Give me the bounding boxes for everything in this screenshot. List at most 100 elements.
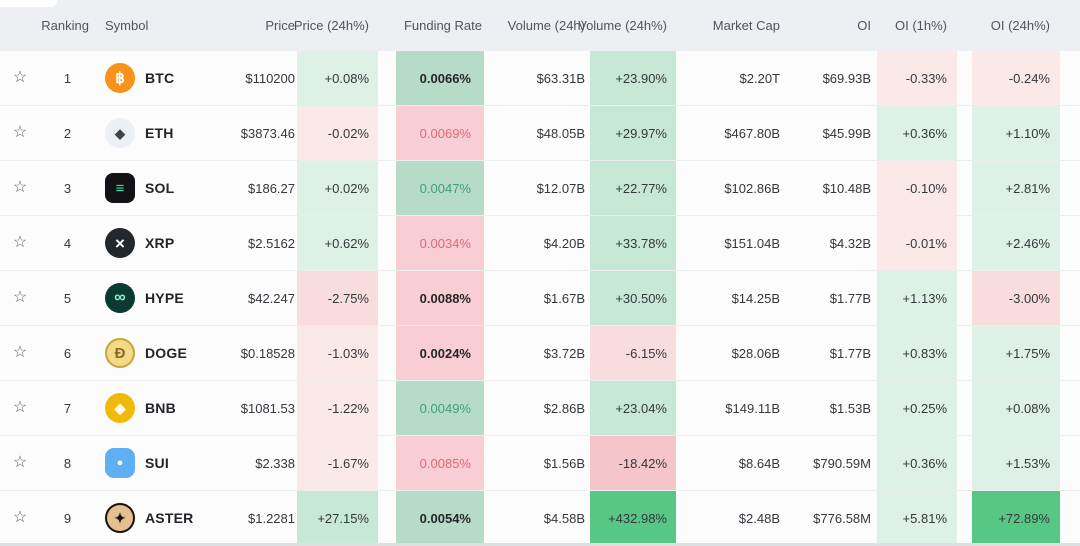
oi-24h-cell: +2.81% xyxy=(972,161,1060,215)
header-gap xyxy=(378,0,396,51)
col-header-ranking[interactable]: Ranking xyxy=(40,0,95,51)
symbol-cell[interactable]: ∞ HYPE xyxy=(95,271,220,325)
oi-1h-cell: +0.36% xyxy=(877,436,957,490)
symbol-cell[interactable]: × XRP xyxy=(95,216,220,270)
ranking-cell: 6 xyxy=(63,345,72,361)
volume-24h-cell: $48.05B xyxy=(536,125,585,141)
oi-cell: $45.99B xyxy=(822,125,871,141)
col-header-market-cap[interactable]: Market Cap xyxy=(676,0,780,51)
market-cap-cell: $14.25B xyxy=(731,290,780,306)
favorite-star-cell: ☆ xyxy=(0,271,40,325)
oi-cell: $1.77B xyxy=(829,345,871,361)
star-icon[interactable]: ☆ xyxy=(12,454,28,471)
table-row[interactable]: ☆ 6 Ð DOGE $0.18528 -1.03% 0.0024% $3.72… xyxy=(0,326,1080,381)
col-header-symbol[interactable]: Symbol xyxy=(95,0,220,51)
symbol-cell[interactable]: ◈ BNB xyxy=(95,381,220,435)
price-24h-cell: -2.75% xyxy=(297,271,378,325)
symbol-cell[interactable]: ✦ ASTER xyxy=(95,491,220,545)
favorite-star-cell: ☆ xyxy=(0,381,40,435)
price-24h-cell: -1.03% xyxy=(297,326,378,380)
sol-coin-icon: ≡ xyxy=(105,173,135,203)
symbol-label: BNB xyxy=(145,400,176,416)
price-24h-cell: +0.08% xyxy=(297,51,378,105)
price-cell: $42.247 xyxy=(248,290,295,306)
favorite-star-cell: ☆ xyxy=(0,51,40,105)
table-row[interactable]: ☆ 5 ∞ HYPE $42.247 -2.75% 0.0088% $1.67B… xyxy=(0,271,1080,326)
row-gap xyxy=(957,326,972,380)
col-header-oi[interactable]: OI xyxy=(780,0,871,51)
volume-24h-pct-cell: +22.77% xyxy=(590,161,676,215)
funding-rate-cell: 0.0088% xyxy=(396,271,484,325)
oi-24h-cell: -0.24% xyxy=(972,51,1060,105)
eth-coin-icon: ◆ xyxy=(105,118,135,148)
oi-cell: $1.77B xyxy=(829,290,871,306)
sui-coin-icon: ● xyxy=(105,448,135,478)
volume-24h-cell: $12.07B xyxy=(536,180,585,196)
symbol-cell[interactable]: ฿ BTC xyxy=(95,51,220,105)
favorite-star-cell: ☆ xyxy=(0,326,40,380)
symbol-label: BTC xyxy=(145,70,175,86)
price-24h-cell: +0.62% xyxy=(297,216,378,270)
funding-rate-cell: 0.0047% xyxy=(396,161,484,215)
page-corner-notch xyxy=(0,0,57,7)
symbol-cell[interactable]: ≡ SOL xyxy=(95,161,220,215)
star-icon[interactable]: ☆ xyxy=(12,399,28,416)
star-icon[interactable]: ☆ xyxy=(12,234,28,251)
header-right-pad xyxy=(1060,0,1080,51)
symbol-label: DOGE xyxy=(145,345,188,361)
symbol-cell[interactable]: ● SUI xyxy=(95,436,220,490)
col-header-price[interactable]: Price xyxy=(220,0,297,51)
col-header-oi-24h[interactable]: OI (24h%) xyxy=(972,0,1060,51)
table-row[interactable]: ☆ 8 ● SUI $2.338 -1.67% 0.0085% $1.56B -… xyxy=(0,436,1080,491)
oi-24h-cell: -3.00% xyxy=(972,271,1060,325)
table-row[interactable]: ☆ 3 ≡ SOL $186.27 +0.02% 0.0047% $12.07B… xyxy=(0,161,1080,216)
table-row[interactable]: ☆ 1 ฿ BTC $110200 +0.08% 0.0066% $63.31B… xyxy=(0,51,1080,106)
col-header-volume-24h-pct[interactable]: Volume (24h%) xyxy=(578,0,676,51)
table-row[interactable]: ☆ 9 ✦ ASTER $1.2281 +27.15% 0.0054% $4.5… xyxy=(0,491,1080,546)
row-right-pad xyxy=(1060,51,1080,105)
funding-rate-cell: 0.0069% xyxy=(396,106,484,160)
table-row[interactable]: ☆ 4 × XRP $2.5162 +0.62% 0.0034% $4.20B … xyxy=(0,216,1080,271)
table-row[interactable]: ☆ 2 ◆ ETH $3873.46 -0.02% 0.0069% $48.05… xyxy=(0,106,1080,161)
col-header-funding-rate[interactable]: Funding Rate xyxy=(396,0,484,51)
hype-coin-icon: ∞ xyxy=(105,283,135,313)
funding-rate-cell: 0.0085% xyxy=(396,436,484,490)
oi-cell: $1.53B xyxy=(829,400,871,416)
symbol-label: ETH xyxy=(145,125,174,141)
oi-24h-cell: +0.08% xyxy=(972,381,1060,435)
star-icon[interactable]: ☆ xyxy=(12,179,28,196)
row-right-pad xyxy=(1060,326,1080,380)
star-icon[interactable]: ☆ xyxy=(12,344,28,361)
funding-rate-cell: 0.0034% xyxy=(396,216,484,270)
star-icon[interactable]: ☆ xyxy=(12,509,28,526)
row-gap xyxy=(378,51,396,105)
table-row[interactable]: ☆ 7 ◈ BNB $1081.53 -1.22% 0.0049% $2.86B… xyxy=(0,381,1080,436)
row-gap xyxy=(378,491,396,545)
market-cap-cell: $467.80B xyxy=(724,125,780,141)
col-header-oi-1h[interactable]: OI (1h%) xyxy=(877,0,957,51)
star-icon[interactable]: ☆ xyxy=(12,69,28,86)
row-gap xyxy=(957,381,972,435)
ranking-cell: 2 xyxy=(63,125,72,141)
row-gap xyxy=(378,106,396,160)
star-icon[interactable]: ☆ xyxy=(12,289,28,306)
market-cap-cell: $151.04B xyxy=(724,235,780,251)
oi-1h-cell: +0.36% xyxy=(877,106,957,160)
row-right-pad xyxy=(1060,216,1080,270)
aster-coin-icon: ✦ xyxy=(105,503,135,533)
bottom-divider xyxy=(0,543,1080,546)
col-header-price-24h[interactable]: Price (24h%) xyxy=(293,0,378,51)
row-gap xyxy=(957,436,972,490)
row-gap xyxy=(378,326,396,380)
price-24h-cell: -1.22% xyxy=(297,381,378,435)
col-header-price-24h-label: Price (24h%) xyxy=(293,18,369,33)
star-icon[interactable]: ☆ xyxy=(12,124,28,141)
volume-24h-pct-cell: +33.78% xyxy=(590,216,676,270)
symbol-cell[interactable]: Ð DOGE xyxy=(95,326,220,380)
col-header-oi-1h-label: OI (1h%) xyxy=(894,18,947,33)
symbol-cell[interactable]: ◆ ETH xyxy=(95,106,220,160)
row-right-pad xyxy=(1060,271,1080,325)
col-header-volume-24h[interactable]: Volume (24h) xyxy=(484,0,586,51)
col-header-funding-rate-label: Funding Rate xyxy=(403,18,482,33)
